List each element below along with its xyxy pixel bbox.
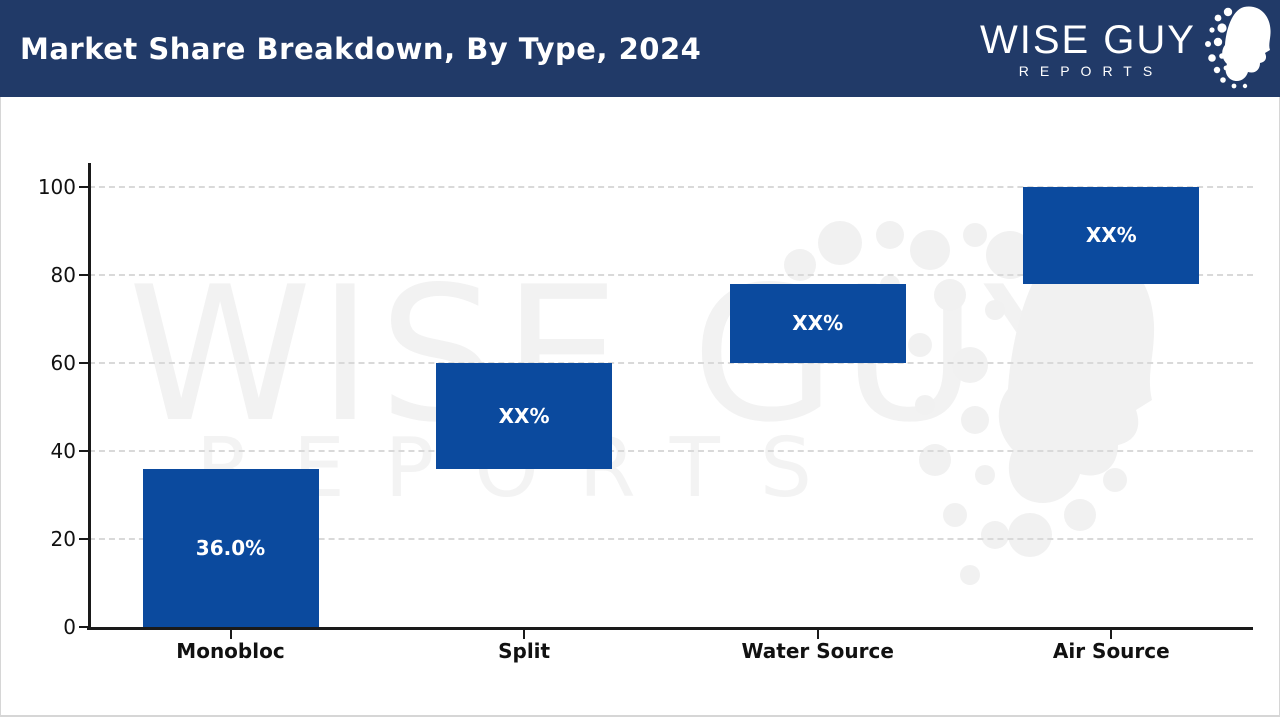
y-tick-label-40: 40 — [50, 439, 76, 463]
wiseguy-logo-text: WISE GUY REPORTS — [980, 20, 1196, 79]
y-axis-line — [88, 163, 91, 630]
gridline-60 — [89, 362, 1253, 364]
y-tickmark-20 — [79, 538, 88, 540]
gridline-40 — [89, 450, 1253, 452]
x-tickmark-0 — [229, 630, 232, 639]
bar-water-source: XX% — [729, 283, 906, 363]
wiseguy-face-icon — [1198, 4, 1274, 94]
bar-monobloc: 36.0% — [142, 468, 319, 627]
x-category-label-3: Air Source — [1052, 639, 1170, 663]
y-tick-label-20: 20 — [50, 527, 76, 551]
x-category-label-0: Monobloc — [176, 639, 285, 663]
x-tickmark-1 — [523, 630, 526, 639]
header-bar: Market Share Breakdown, By Type, 2024 WI… — [0, 0, 1280, 97]
wiseguy-logo-main: WISE GUY — [979, 17, 1196, 62]
gridline-80 — [89, 274, 1253, 276]
x-axis-line — [87, 627, 1253, 630]
y-tickmark-80 — [79, 274, 88, 276]
gridline-100 — [89, 186, 1253, 188]
wiseguy-logo: WISE GUY REPORTS — [980, 6, 1274, 92]
x-tickmark-3 — [1110, 630, 1113, 639]
bar-value-label: XX% — [1085, 223, 1137, 248]
y-tick-label-0: 0 — [63, 615, 76, 639]
y-tickmark-100 — [79, 186, 88, 188]
bar-value-label: XX% — [792, 311, 844, 336]
y-tick-label-60: 60 — [50, 351, 76, 375]
x-category-label-2: Water Source — [741, 639, 894, 663]
gridline-20 — [89, 538, 1253, 540]
page-title: Market Share Breakdown, By Type, 2024 — [20, 31, 702, 66]
bar-value-label: XX% — [498, 403, 550, 428]
bar-value-label: 36.0% — [195, 535, 266, 560]
y-tickmark-0 — [79, 626, 88, 628]
x-category-label-1: Split — [498, 639, 551, 663]
x-tickmark-2 — [816, 630, 819, 639]
bar-air-source: XX% — [1023, 187, 1200, 284]
bar-split: XX% — [436, 363, 613, 469]
y-tick-label-80: 80 — [50, 263, 76, 287]
y-tickmark-40 — [79, 450, 88, 452]
y-tick-label-100: 100 — [37, 175, 76, 199]
y-tickmark-60 — [79, 362, 88, 364]
wiseguy-logo-sub: REPORTS — [1018, 62, 1164, 79]
